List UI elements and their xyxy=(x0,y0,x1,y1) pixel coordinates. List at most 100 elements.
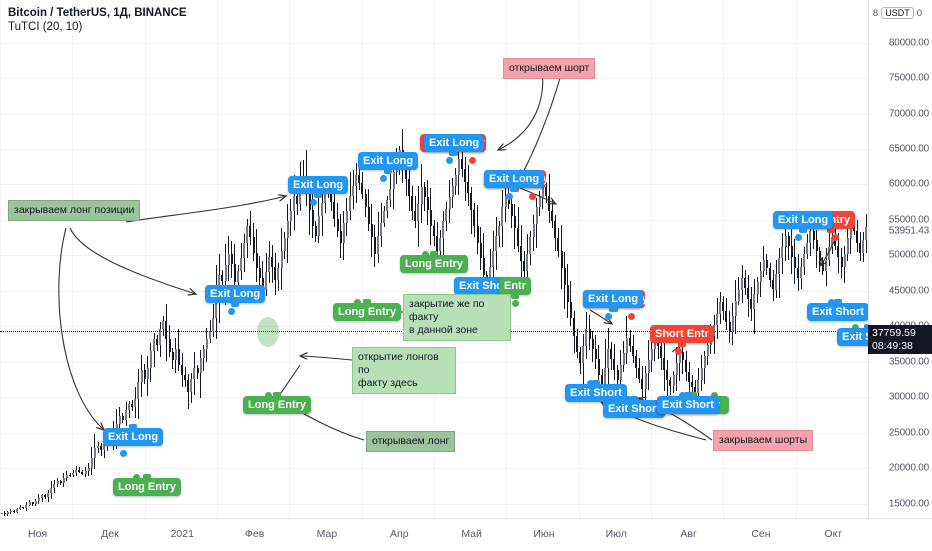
candle-body xyxy=(619,364,622,381)
candle-body xyxy=(734,300,737,317)
signal-label-long-entry[interactable]: Long Entry xyxy=(113,474,182,496)
candle-body xyxy=(193,367,196,379)
candle-body xyxy=(156,339,159,345)
candle-body xyxy=(373,237,376,255)
signal-label-exit-short[interactable]: Exit Short xyxy=(807,299,868,321)
signal-label-exit-long[interactable]: Exit Long xyxy=(288,176,349,198)
candle-body xyxy=(507,195,510,205)
candle-body xyxy=(62,478,65,483)
price-tick: 20000.00 xyxy=(888,462,929,474)
candle-body xyxy=(277,268,280,280)
candle-body xyxy=(72,472,75,476)
candle-body xyxy=(828,246,831,260)
candle-body xyxy=(265,272,267,290)
candle-body xyxy=(666,370,669,381)
candle-body xyxy=(199,357,202,374)
note-open-short[interactable]: открываем шорт xyxy=(503,58,596,79)
candle-body xyxy=(153,339,155,352)
signal-label-text: Long Entry xyxy=(405,258,464,270)
signal-label-exit-short[interactable]: Exit Short xyxy=(565,380,627,402)
signal-label-exit-long[interactable]: Exit Long xyxy=(205,285,266,307)
signal-label-exit-long[interactable]: Exit Long xyxy=(583,290,644,312)
candle-body xyxy=(103,444,106,450)
candle-body xyxy=(389,188,392,201)
signal-label-exit-long[interactable]: Exit Long xyxy=(773,211,834,233)
signal-label-short-entry[interactable]: Short Entr xyxy=(650,325,714,347)
signal-label-long-entry-truncated[interactable]: Entr xyxy=(499,277,531,299)
note-open-longs-by-fact[interactable]: открытие лонгов по факту здесь xyxy=(352,347,456,394)
signal-label-exit-long[interactable]: Exit Long xyxy=(358,152,419,174)
candle-body xyxy=(744,278,747,289)
note-close-long-positions[interactable]: закрываем лонг позиции xyxy=(8,200,141,221)
candle-body xyxy=(215,293,218,318)
signal-label-text: Exit Long xyxy=(489,173,540,185)
candle-body xyxy=(545,187,547,196)
time-tick: Апр xyxy=(390,528,409,540)
candle-body xyxy=(87,467,90,472)
plot-area[interactable]: Exit Long Long Entry Exit Long Long Entr… xyxy=(0,0,868,518)
candle-body xyxy=(454,174,457,186)
label-stem xyxy=(129,424,138,429)
signal-label-exit-long[interactable]: Exit Long xyxy=(424,134,485,156)
signal-label-exit-short[interactable]: Exit Short xyxy=(603,396,665,418)
candle-body xyxy=(218,275,221,294)
signal-label-text: Entr xyxy=(504,280,526,292)
candle-wick xyxy=(679,346,681,382)
note-close-by-fact-zone[interactable]: закрытие же по факту в данной зоне xyxy=(403,294,511,341)
indicator-title[interactable]: TuTCI (20, 10) xyxy=(8,21,83,33)
candle-body xyxy=(526,254,529,272)
label-stem xyxy=(511,294,519,299)
time-tick: Авг xyxy=(680,528,697,540)
candle-body xyxy=(725,310,728,323)
candle-body xyxy=(349,195,351,212)
candle-body xyxy=(538,197,541,208)
candle-body xyxy=(34,500,37,504)
candle-body xyxy=(644,373,647,389)
candle-body xyxy=(579,351,582,364)
price-axis[interactable]: 80000.00 75000.00 70000.00 65000.00 60000.00… xyxy=(868,0,932,518)
price-tick: 70000.00 xyxy=(888,108,929,120)
candle-body xyxy=(461,158,463,169)
note-close-shorts[interactable]: закрываем шорты xyxy=(713,430,814,451)
signal-label-exit-long[interactable]: Exit Long xyxy=(484,170,545,192)
candle-body xyxy=(140,370,143,382)
candle-body xyxy=(489,266,491,286)
candle-body xyxy=(501,207,504,226)
signal-label-exit-short[interactable]: Exit Short xyxy=(657,392,719,414)
signal-label-exit-long[interactable]: Exit Long xyxy=(103,424,164,446)
candle-wick xyxy=(470,186,472,235)
candle-body xyxy=(660,346,663,358)
gridline-vertical xyxy=(0,0,1,518)
candle-body xyxy=(862,239,865,253)
candle-body xyxy=(75,469,78,473)
signal-label-long-entry[interactable]: Long Entry xyxy=(400,251,469,273)
candle-body xyxy=(149,351,152,368)
symbol-title[interactable]: Bitcoin / TetherUS, 1Д, BINANCE xyxy=(8,7,187,19)
current-price-time: 08:49:38 xyxy=(872,339,913,352)
candle-body xyxy=(856,231,859,243)
time-axis[interactable]: Ноя Дек 2021 Фев Мар Апр Май Июн Июл Авг Сен Окт xyxy=(0,518,932,551)
candle-body xyxy=(324,193,327,203)
candle-body xyxy=(821,261,824,272)
candle-body xyxy=(380,222,383,236)
candle-body xyxy=(100,445,103,450)
signal-dot xyxy=(133,474,140,481)
candle-body xyxy=(118,415,121,425)
signal-label-exit-short[interactable]: Exit Short xyxy=(837,324,868,346)
signal-label-text: Exit Short xyxy=(459,280,511,292)
candle-body xyxy=(439,238,442,252)
signal-label-long-entry[interactable]: Long Entry xyxy=(243,392,312,414)
note-open-long[interactable]: открываем лонг xyxy=(366,431,456,452)
candle-body xyxy=(121,415,124,421)
signal-label-long-entry[interactable]: Long Entry xyxy=(333,299,402,321)
candle-body xyxy=(377,235,379,255)
candle-body xyxy=(417,204,420,222)
candle-body xyxy=(16,509,19,512)
signal-dot xyxy=(711,392,718,399)
price-tick: 80000.00 xyxy=(888,37,929,49)
candle-body xyxy=(392,171,395,189)
candle-body xyxy=(237,271,239,283)
candle-body xyxy=(426,197,429,211)
signal-label-text: Exit Short xyxy=(842,331,868,343)
usdt-pill[interactable]: USDT xyxy=(881,7,914,19)
